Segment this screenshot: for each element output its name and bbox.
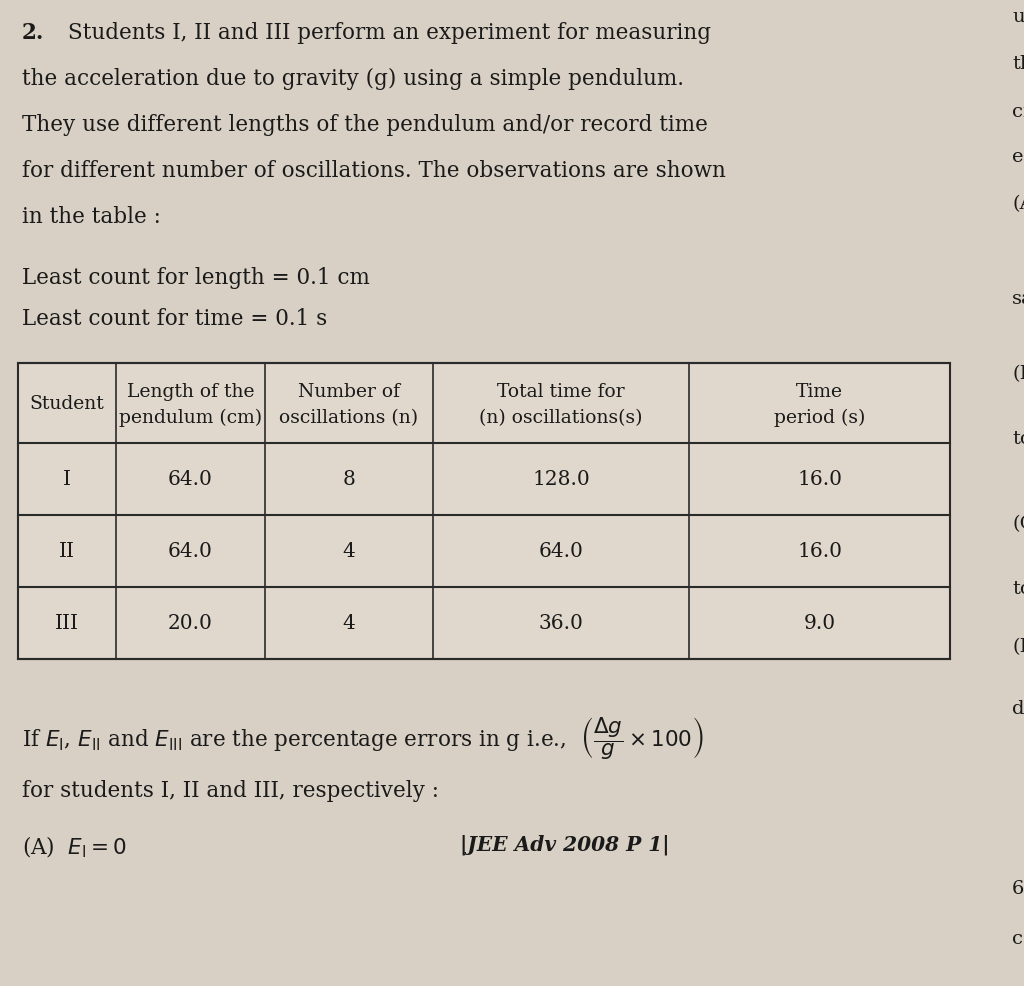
Text: Total time for: Total time for	[497, 383, 625, 400]
Text: err: err	[1012, 148, 1024, 166]
Bar	[18, 364, 950, 660]
Text: 16.0: 16.0	[797, 470, 842, 489]
Text: They use different lengths of the pendulum and/or record time: They use different lengths of the pendul…	[22, 114, 708, 136]
Text: 2.: 2.	[22, 22, 44, 44]
Text: the: the	[1012, 55, 1024, 73]
Text: 8: 8	[342, 470, 355, 489]
Text: 6: 6	[1012, 880, 1024, 897]
Text: Length of the: Length of the	[127, 383, 254, 400]
Text: in the table :: in the table :	[22, 206, 161, 228]
Text: sa: sa	[1012, 290, 1024, 308]
Text: 9.0: 9.0	[804, 614, 836, 633]
Text: I: I	[62, 470, 71, 489]
Text: Students I, II and III perform an experiment for measuring: Students I, II and III perform an experi…	[68, 22, 711, 44]
Text: (B: (B	[1012, 365, 1024, 383]
Text: II: II	[59, 542, 75, 561]
Text: to: to	[1012, 580, 1024, 598]
Text: Number of: Number of	[298, 383, 399, 400]
Text: oscillations (n): oscillations (n)	[280, 408, 419, 427]
Text: usi: usi	[1012, 8, 1024, 26]
Text: for different number of oscillations. The observations are shown: for different number of oscillations. Th…	[22, 160, 726, 181]
Text: 4: 4	[342, 614, 355, 633]
Text: d: d	[1012, 699, 1024, 717]
Text: to: to	[1012, 430, 1024, 448]
Text: the acceleration due to gravity (g) using a simple pendulum.: the acceleration due to gravity (g) usin…	[22, 68, 684, 90]
Text: 16.0: 16.0	[797, 542, 842, 561]
Text: 64.0: 64.0	[539, 542, 584, 561]
Text: Least count for length = 0.1 cm: Least count for length = 0.1 cm	[22, 267, 370, 289]
Text: 64.0: 64.0	[168, 470, 213, 489]
Text: 4: 4	[342, 542, 355, 561]
Text: for students I, II and III, respectively :: for students I, II and III, respectively…	[22, 779, 439, 802]
Text: III: III	[55, 614, 79, 633]
Text: Student: Student	[30, 394, 104, 412]
Text: period (s): period (s)	[774, 408, 865, 427]
Text: (C: (C	[1012, 515, 1024, 532]
Text: 64.0: 64.0	[168, 542, 213, 561]
Text: 20.0: 20.0	[168, 614, 213, 633]
Text: 36.0: 36.0	[539, 614, 584, 633]
Text: pendulum (cm): pendulum (cm)	[119, 408, 262, 427]
Text: (I: (I	[1012, 637, 1024, 656]
Text: |JEE Adv 2008 P 1|: |JEE Adv 2008 P 1|	[460, 834, 670, 855]
Text: (A: (A	[1012, 195, 1024, 213]
Text: (n) oscillations(s): (n) oscillations(s)	[479, 408, 643, 427]
Text: 128.0: 128.0	[532, 470, 590, 489]
Text: c: c	[1012, 929, 1023, 947]
Text: cir: cir	[1012, 103, 1024, 121]
Text: Time: Time	[796, 383, 843, 400]
Text: Least count for time = 0.1 s: Least count for time = 0.1 s	[22, 308, 328, 329]
Text: (A)  $E_{\rm I}=0$: (A) $E_{\rm I}=0$	[22, 834, 127, 860]
Text: If $E_{\rm I}$, $E_{\rm II}$ and $E_{\rm III}$ are the percentage errors in g i.: If $E_{\rm I}$, $E_{\rm II}$ and $E_{\rm…	[22, 714, 705, 761]
